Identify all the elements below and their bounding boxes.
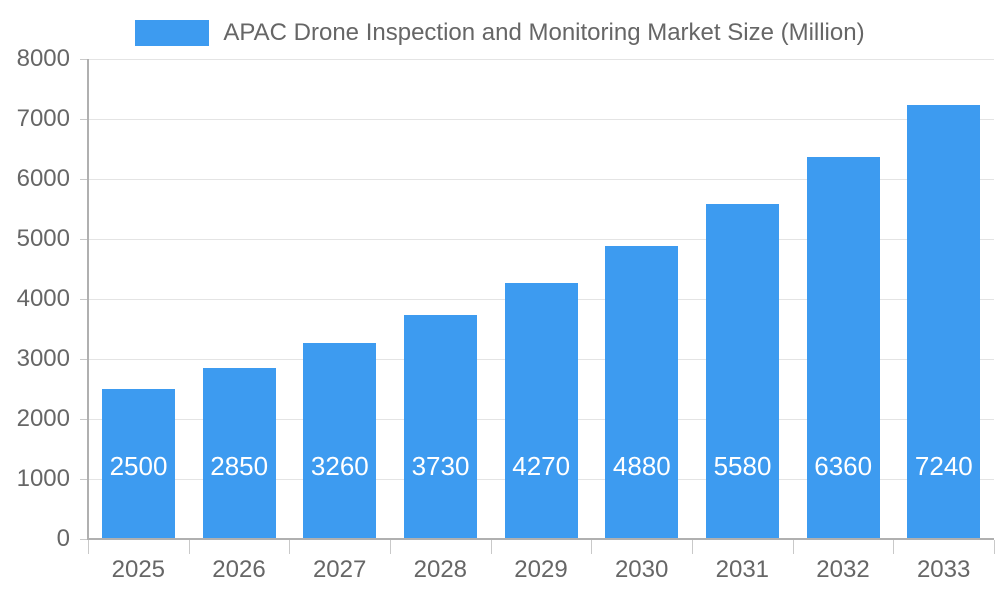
- y-axis-tick-mark: [80, 239, 88, 240]
- x-axis-tick-label: 2025: [111, 556, 166, 583]
- y-axis-tick-label: 1000: [16, 465, 70, 492]
- bar-value-label: 3730: [411, 451, 470, 481]
- y-axis-tick-label: 4000: [16, 285, 70, 312]
- x-axis-tick-mark: [188, 540, 190, 554]
- y-axis-tick-mark: [80, 299, 88, 300]
- x-axis-tick-mark: [88, 540, 89, 554]
- y-axis-tick-label: 0: [56, 525, 70, 552]
- legend-color-swatch[interactable]: [135, 20, 210, 46]
- y-axis-tick-label: 2000: [16, 405, 70, 432]
- y-axis-tick-mark: [80, 119, 88, 120]
- bar-group: 5580: [692, 59, 793, 539]
- x-axis-line: [87, 538, 994, 540]
- y-axis-tick-mark: [80, 179, 88, 180]
- x-axis-tick-mark: [490, 540, 492, 554]
- bar[interactable]: [202, 368, 276, 539]
- y-axis-tick-label: 7000: [16, 105, 70, 132]
- bar[interactable]: [404, 315, 477, 539]
- x-axis-tick-mark: [893, 540, 895, 554]
- y-axis-tick-label: 8000: [16, 45, 70, 72]
- x-axis-tick-label: 2028: [413, 556, 468, 583]
- x-axis-tick-label: 2033: [916, 556, 971, 583]
- legend-label: APAC Drone Inspection and Monitoring Mar…: [223, 19, 865, 46]
- y-axis-line: [87, 59, 89, 540]
- bar-value-label: 3260: [310, 451, 369, 481]
- y-axis-tick-label: 6000: [16, 165, 70, 192]
- bar[interactable]: [102, 389, 175, 539]
- bar[interactable]: [806, 157, 880, 539]
- gridline: [88, 239, 994, 240]
- x-axis-tick-mark: [792, 540, 794, 554]
- y-axis-tick-mark: [80, 419, 88, 420]
- x-axis-tick-label: 2032: [816, 556, 870, 583]
- bar[interactable]: [907, 104, 981, 539]
- x-axis-tick-label: 2030: [614, 556, 669, 583]
- bar-value-label: 5580: [713, 451, 772, 481]
- x-axis-tick-mark: [390, 540, 391, 554]
- y-axis-tick-mark: [80, 359, 88, 360]
- bar-group: 4880: [591, 59, 692, 539]
- chart-legend: APAC Drone Inspection and Monitoring Mar…: [0, 14, 1000, 52]
- bar[interactable]: [504, 282, 578, 539]
- bar[interactable]: [706, 204, 779, 539]
- bar-group: 2500: [88, 59, 189, 539]
- bar-value-label: 2850: [210, 451, 269, 481]
- x-axis-tick-mark: [692, 540, 693, 554]
- gridline: [88, 119, 994, 120]
- x-axis-tick-label: 2026: [212, 556, 266, 583]
- x-axis-tick-label: 2029: [514, 556, 568, 583]
- bar[interactable]: [605, 246, 679, 539]
- x-axis-tick-label: 2031: [715, 556, 770, 583]
- bar-value-label: 2500: [109, 451, 168, 481]
- y-axis-tick-mark: [80, 479, 88, 480]
- gridline: [88, 179, 994, 180]
- x-axis-tick-mark: [289, 540, 291, 554]
- bar-group: 7240: [893, 59, 994, 539]
- x-axis-tick-mark: [994, 540, 995, 554]
- y-axis-tick-mark: [80, 59, 88, 60]
- x-axis-tick-label: 2027: [312, 556, 367, 583]
- plot-area: 2500 2850 3260 3730 4270 4880 5580 6360 7240: [80, 59, 994, 540]
- bar-group: 3260: [289, 59, 390, 539]
- gridline: [88, 59, 994, 60]
- bar-group: 4270: [491, 59, 592, 539]
- bar-value-label: 4270: [512, 451, 571, 481]
- y-axis-tick-mark: [80, 539, 88, 540]
- bar-group: 3730: [390, 59, 491, 539]
- bar[interactable]: [303, 343, 377, 539]
- bar-value-label: 4880: [612, 451, 671, 481]
- bar-value-label: 6360: [814, 451, 873, 481]
- y-axis-tick-label: 3000: [16, 345, 70, 372]
- bar-group: 6360: [793, 59, 894, 539]
- x-axis-tick-mark: [591, 540, 593, 554]
- bar-value-label: 7240: [914, 451, 973, 481]
- y-axis-tick-label: 5000: [16, 225, 70, 252]
- bar-group: 2850: [189, 59, 290, 539]
